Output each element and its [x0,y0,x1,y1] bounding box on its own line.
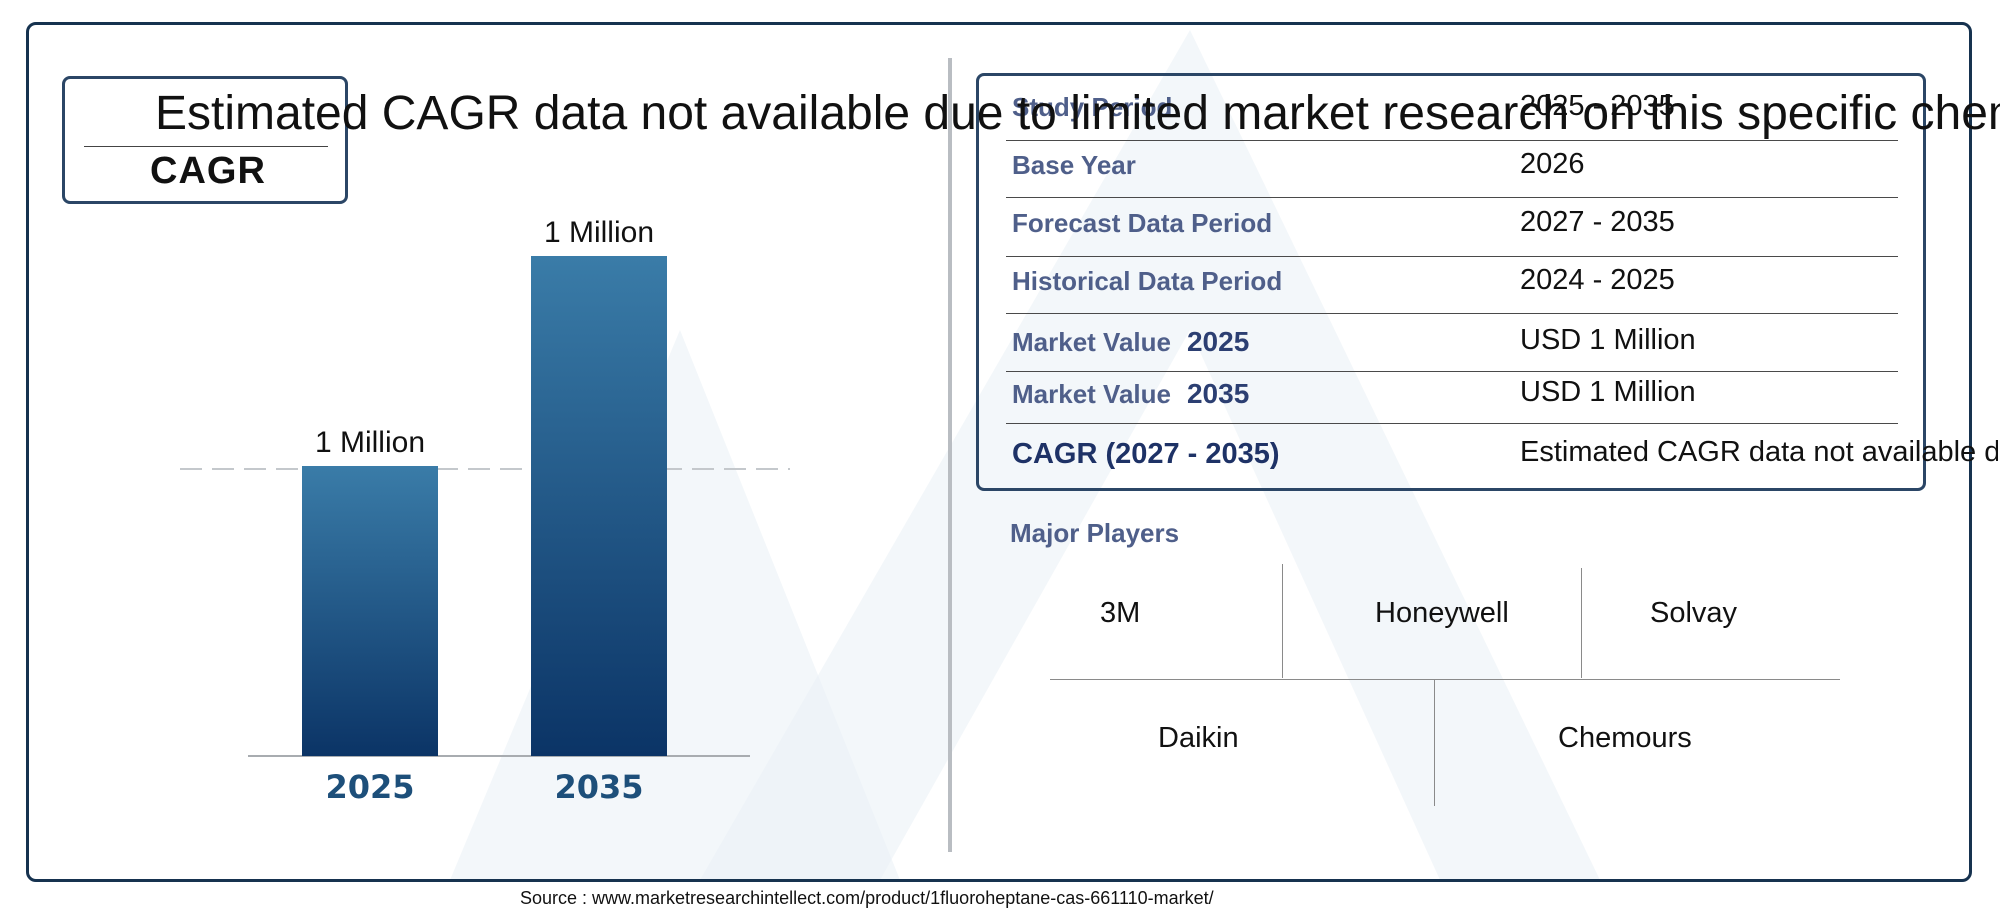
summary-row-value: 2024 - 2025 [1520,264,1675,296]
summary-row-divider [1006,197,1898,198]
x-tick-label: 2035 [554,768,643,806]
cagr-divider [84,146,328,147]
summary-row-divider [1006,371,1898,372]
player-chemours: Chemours [1558,722,1692,754]
summary-label-text: Study Period [1012,92,1173,122]
summary-label-text: Forecast Data Period [1012,208,1273,238]
summary-row-value: USD 1 Million [1520,324,1696,356]
player-daikin: Daikin [1158,722,1239,754]
summary-row-label: CAGR (2027 - 2035) [1012,438,1280,471]
summary-row-value: USD 1 Million [1520,376,1696,408]
summary-label-text: Market Value [1012,327,1171,357]
summary-label-year: 2025 [1186,326,1250,357]
players-divider-3 [1434,680,1435,806]
summary-row-label: Market Value 2025 [1012,326,1249,358]
summary-row-label: Market Value 2035 [1012,378,1249,410]
summary-row-divider [1006,313,1898,314]
summary-row-label: Historical Data Period [1012,266,1282,297]
outer-frame [26,22,1972,882]
summary-row-label: Forecast Data Period [1012,208,1272,239]
player-honeywell: Honeywell [1375,597,1509,629]
summary-row-label: Base Year [1012,150,1136,181]
bar-2035 [531,256,667,756]
summary-table-box [976,73,1926,491]
summary-row-value: 2026 [1520,148,1585,180]
players-divider-2 [1581,568,1582,678]
bar-value-label: 1 Million [315,426,425,459]
summary-row-value: 2027 - 2035 [1520,206,1675,238]
market-value-bar-chart: 1 Million 2025 1 Million 2035 [180,216,790,806]
players-row-divider [1050,679,1840,680]
player-solvay: Solvay [1650,597,1738,629]
summary-label-text: Market Value [1012,379,1171,409]
x-tick-label: 2025 [325,768,414,806]
summary-label-text: CAGR (2027 - 2035) [1012,438,1280,470]
players-divider-1 [1282,564,1283,678]
summary-row-label: Study Period [1012,92,1172,123]
cagr-overflow-text: Estimated CAGR data not available due to… [155,87,2000,140]
bar-value-label: 1 Million [544,216,654,249]
summary-row-divider [1006,256,1898,257]
source-caption: Source : www.marketresearchintellect.com… [520,888,1214,908]
bar-2025 [302,466,438,756]
player-3m: 3M [1100,597,1141,629]
summary-row-value: Estimated CAGR data not available due to… [1520,436,1998,468]
cagr-label: CAGR [150,150,266,192]
summary-row-divider [1006,423,1898,424]
summary-label-year: 2035 [1186,378,1250,409]
summary-label-text: Historical Data Period [1012,266,1283,296]
summary-row-divider [1006,140,1898,141]
summary-label-text: Base Year [1012,150,1136,180]
panel-divider [948,58,952,852]
cagr-box [62,76,348,204]
summary-row-value: 2025 - 2035 [1520,90,1675,122]
major-players-title: Major Players [1010,518,1180,548]
